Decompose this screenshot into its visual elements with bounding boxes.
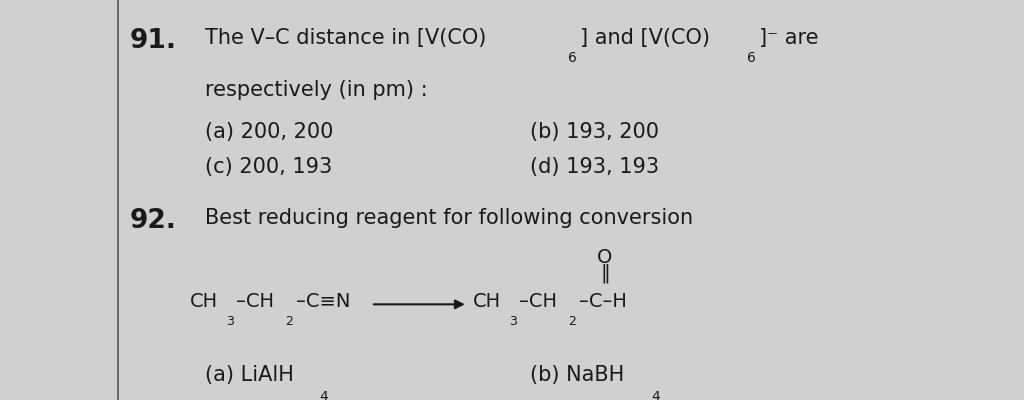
Text: CH: CH bbox=[190, 292, 218, 311]
Text: 2: 2 bbox=[286, 315, 293, 328]
Text: The V–C distance in [V(CO): The V–C distance in [V(CO) bbox=[205, 28, 486, 48]
Text: Best reducing reagent for following conversion: Best reducing reagent for following conv… bbox=[205, 208, 693, 228]
Text: ] and [V(CO): ] and [V(CO) bbox=[580, 28, 710, 48]
Text: 6: 6 bbox=[748, 51, 756, 65]
Text: 92.: 92. bbox=[130, 208, 177, 234]
Text: 3: 3 bbox=[509, 315, 517, 328]
Text: O: O bbox=[597, 248, 612, 267]
Text: 2: 2 bbox=[568, 315, 577, 328]
Text: 3: 3 bbox=[226, 315, 234, 328]
Text: –CH: –CH bbox=[237, 292, 274, 311]
Text: respectively (in pm) :: respectively (in pm) : bbox=[205, 80, 428, 100]
Text: –C–H: –C–H bbox=[579, 292, 627, 311]
Text: CH: CH bbox=[473, 292, 501, 311]
Text: (c) 200, 193: (c) 200, 193 bbox=[205, 157, 332, 177]
Text: 4: 4 bbox=[651, 390, 660, 400]
Text: 4: 4 bbox=[319, 390, 329, 400]
Text: ‖: ‖ bbox=[601, 264, 610, 283]
Text: ]⁻ are: ]⁻ are bbox=[759, 28, 818, 48]
Text: (d) 193, 193: (d) 193, 193 bbox=[530, 157, 659, 177]
Text: (b) 193, 200: (b) 193, 200 bbox=[530, 122, 659, 142]
Text: (b) NaBH: (b) NaBH bbox=[530, 365, 625, 385]
Text: (a) LiAlH: (a) LiAlH bbox=[205, 365, 294, 385]
Text: 6: 6 bbox=[568, 51, 577, 65]
Text: –C≡N: –C≡N bbox=[296, 292, 350, 311]
Text: –CH: –CH bbox=[519, 292, 557, 311]
Text: (a) 200, 200: (a) 200, 200 bbox=[205, 122, 334, 142]
Text: 91.: 91. bbox=[130, 28, 177, 54]
